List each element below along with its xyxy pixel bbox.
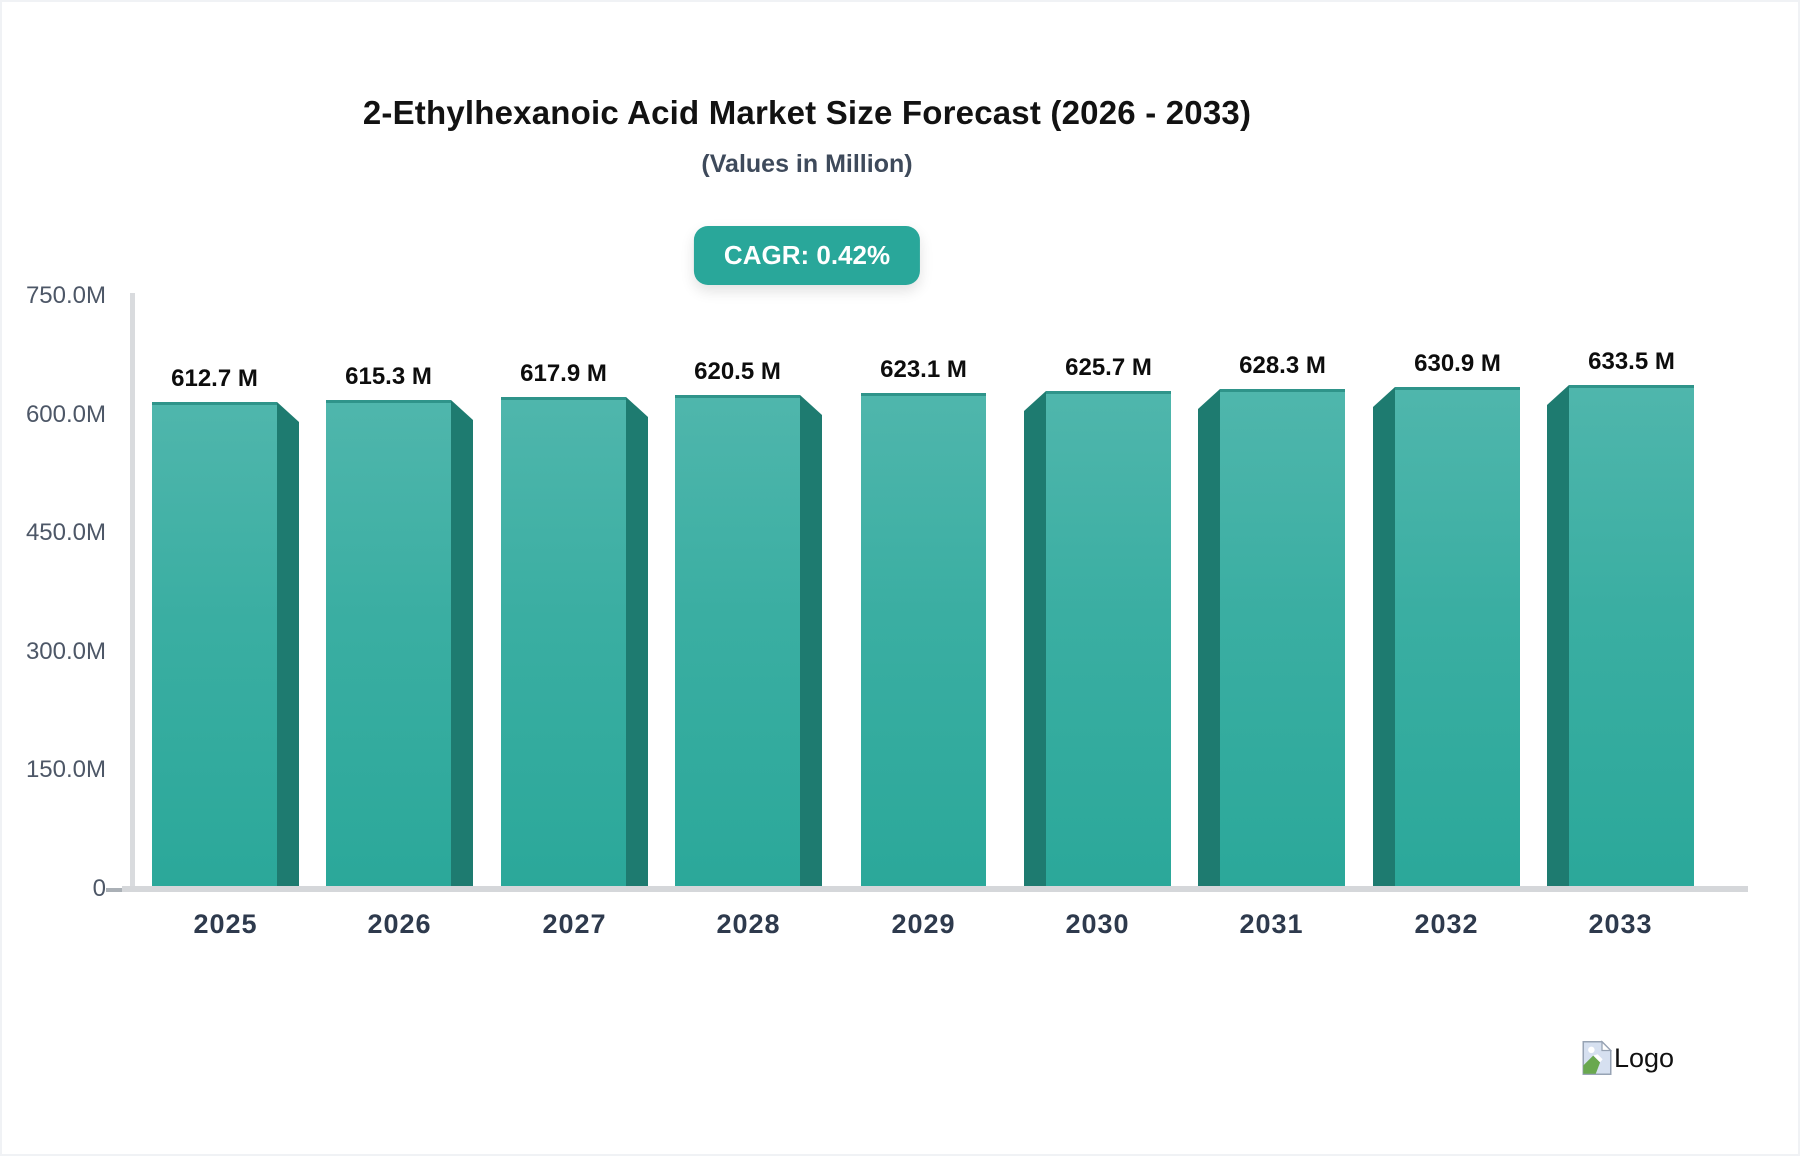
y-tick-label: 450.0M <box>25 519 106 547</box>
bar-value-label: 623.1 M <box>880 356 967 383</box>
y-tick-label: 150.0M <box>25 756 106 784</box>
bar-2026[interactable] <box>326 400 451 886</box>
bar-3d-side <box>1024 391 1046 886</box>
bar-3d-side <box>277 402 299 886</box>
bar-3d-side <box>800 395 822 886</box>
bar-2030[interactable] <box>1046 391 1171 886</box>
broken-image-icon <box>1582 1040 1612 1075</box>
bar-value-label: 628.3 M <box>1239 352 1326 379</box>
bar-2027[interactable] <box>501 397 626 886</box>
bar-slot-2033: 633.5 M 2033 <box>1547 348 1694 939</box>
bar-value-label: 630.9 M <box>1414 350 1501 377</box>
x-tick-label-2030: 2030 <box>1065 909 1130 939</box>
page-subtitle: (Values in Million) <box>701 150 913 178</box>
bar-slot-2026: 615.3 M 2026 <box>326 363 473 939</box>
y-tick-label: 600.0M <box>25 400 106 428</box>
logo-text: Logo <box>1614 1042 1675 1073</box>
x-tick-label-2028: 2028 <box>716 909 781 939</box>
bar-3d-side <box>1373 387 1395 886</box>
y-tick-label: 300.0M <box>25 637 106 665</box>
bar-3d-side <box>1198 389 1220 886</box>
zero-tick-mark <box>106 888 122 892</box>
x-tick-label-2025: 2025 <box>193 909 258 939</box>
bar-slot-2025: 612.7 M 2025 <box>152 365 299 939</box>
bar-value-label: 617.9 M <box>520 360 607 387</box>
x-tick-label-2027: 2027 <box>542 909 607 939</box>
x-tick-label-2031: 2031 <box>1239 909 1304 939</box>
bar-value-label: 615.3 M <box>345 363 432 390</box>
bar-2031[interactable] <box>1220 389 1345 886</box>
bar-2028[interactable] <box>675 395 800 886</box>
bar-slot-2028: 620.5 M 2028 <box>675 358 822 939</box>
bar-slot-2029: 623.1 M 2029 <box>850 356 997 939</box>
logo: Logo <box>1582 1040 1674 1076</box>
bar-value-label: 633.5 M <box>1588 348 1675 375</box>
y-axis-line <box>130 293 135 892</box>
bar-value-label: 625.7 M <box>1065 354 1152 381</box>
bar-3d-side <box>451 400 473 886</box>
bar-2032[interactable] <box>1395 387 1520 886</box>
bar-2033[interactable] <box>1569 385 1694 886</box>
x-axis-line <box>122 886 1748 892</box>
y-tick-label: 750.0M <box>25 282 106 309</box>
y-tick-label: 0 <box>92 875 106 902</box>
bar-2029[interactable] <box>861 393 986 886</box>
bar-slot-2032: 630.9 M 2032 <box>1373 350 1520 939</box>
x-tick-label-2026: 2026 <box>367 909 432 939</box>
bar-slot-2031: 628.3 M 2031 <box>1198 352 1345 939</box>
x-tick-label-2029: 2029 <box>891 909 956 939</box>
bar-slot-2027: 617.9 M 2027 <box>501 360 648 939</box>
bar-slot-2030: 625.7 M 2030 <box>1024 354 1171 939</box>
bar-2025[interactable] <box>152 402 277 886</box>
page-title: 2-Ethylhexanoic Acid Market Size Forecas… <box>362 94 1252 131</box>
bar-value-label: 612.7 M <box>171 365 258 392</box>
bar-3d-side <box>1547 385 1569 886</box>
bar-3d-side <box>626 397 648 886</box>
x-tick-label-2032: 2032 <box>1414 909 1479 939</box>
bar-value-label: 620.5 M <box>694 358 781 385</box>
cagr-badge: CAGR: 0.42% <box>693 226 921 285</box>
x-tick-label-2033: 2033 <box>1588 909 1653 939</box>
